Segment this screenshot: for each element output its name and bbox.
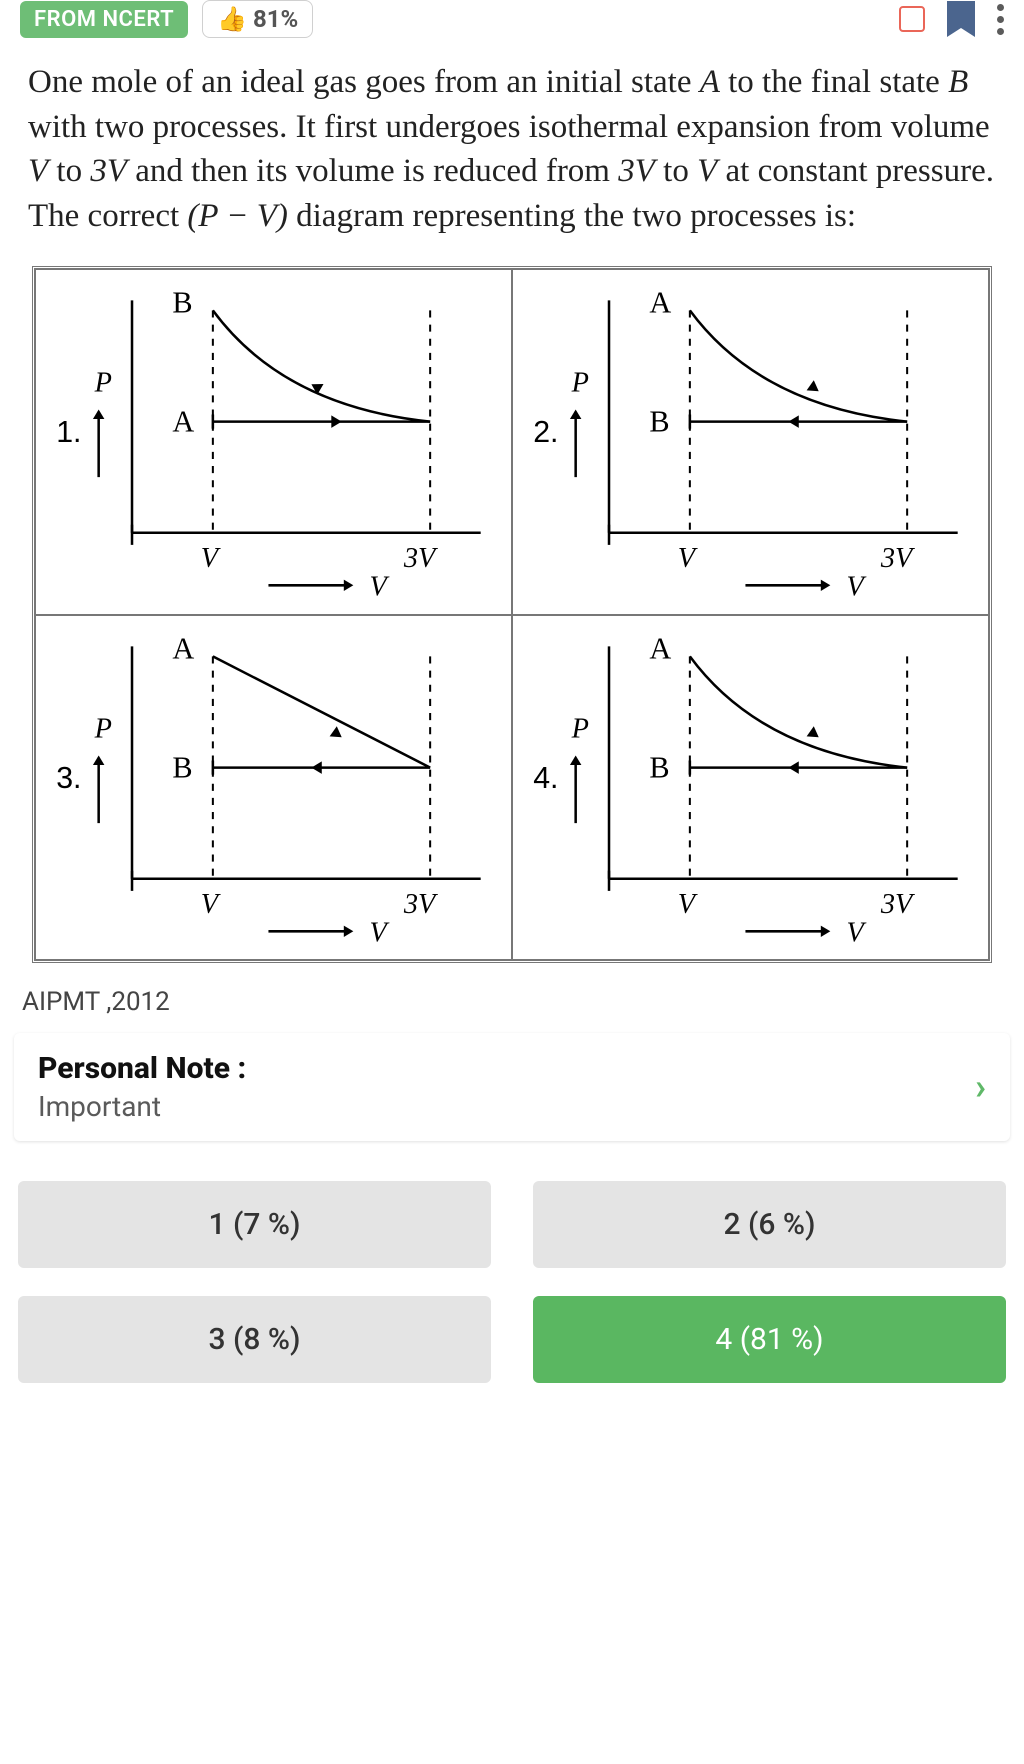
svg-text:B: B xyxy=(649,750,669,784)
svg-text:V: V xyxy=(678,889,698,920)
close-icon[interactable] xyxy=(899,6,925,32)
diagram-3[interactable]: 3. P V V 3V A B xyxy=(35,615,512,961)
like-pill[interactable]: 👍 81% xyxy=(202,0,313,38)
svg-text:V: V xyxy=(201,543,221,574)
answer-option-2[interactable]: 2 (6 %) xyxy=(533,1181,1006,1268)
diagram-4[interactable]: 4. P V V 3V A B xyxy=(512,615,989,961)
svg-text:P: P xyxy=(571,367,589,398)
svg-text:P: P xyxy=(94,713,112,744)
svg-text:V: V xyxy=(370,572,390,603)
svg-text:P: P xyxy=(94,367,112,398)
thumbs-up-icon: 👍 xyxy=(217,5,247,33)
svg-text:V: V xyxy=(847,572,867,603)
svg-text:3V: 3V xyxy=(880,889,915,920)
diagram-grid: 1. P V V 3V B A 2. P V V 3V A B 3. P V V 3V A B 4. P V V 3V A B xyxy=(32,266,992,963)
svg-text:4.: 4. xyxy=(533,762,558,795)
like-percent: 81% xyxy=(253,5,298,33)
bookmark-icon[interactable] xyxy=(947,1,975,37)
diagram-2[interactable]: 2. P V V 3V A B xyxy=(512,269,989,615)
svg-text:A: A xyxy=(649,631,671,665)
header-bar: FROM NCERT 👍 81% xyxy=(0,0,1024,46)
answer-option-4[interactable]: 4 (81 %) xyxy=(533,1296,1006,1383)
personal-note-card[interactable]: Personal Note : Important › xyxy=(14,1033,1010,1141)
ncert-badge: FROM NCERT xyxy=(20,1,188,38)
svg-text:B: B xyxy=(649,405,669,439)
svg-text:3V: 3V xyxy=(403,889,438,920)
svg-text:A: A xyxy=(649,286,671,320)
personal-note-text: Important xyxy=(38,1090,246,1123)
svg-text:V: V xyxy=(201,889,221,920)
svg-text:V: V xyxy=(847,917,867,948)
exam-tag: AIPMT ,2012 xyxy=(0,963,1024,1027)
svg-text:2.: 2. xyxy=(533,416,558,449)
question-text: One mole of an ideal gas goes from an in… xyxy=(0,46,1024,258)
svg-text:3V: 3V xyxy=(403,543,438,574)
svg-text:P: P xyxy=(571,713,589,744)
answer-option-3[interactable]: 3 (8 %) xyxy=(18,1296,491,1383)
more-menu-icon[interactable] xyxy=(997,4,1004,35)
answer-grid: 1 (7 %) 2 (6 %) 3 (8 %) 4 (81 %) xyxy=(0,1141,1024,1411)
answer-option-1[interactable]: 1 (7 %) xyxy=(18,1181,491,1268)
chevron-right-icon: › xyxy=(975,1066,986,1108)
svg-text:V: V xyxy=(678,543,698,574)
svg-text:3.: 3. xyxy=(56,762,81,795)
svg-text:1.: 1. xyxy=(56,416,81,449)
svg-text:B: B xyxy=(172,750,192,784)
svg-text:B: B xyxy=(172,286,192,320)
svg-text:A: A xyxy=(172,631,194,665)
svg-text:A: A xyxy=(172,405,194,439)
header-right xyxy=(899,1,1004,37)
svg-text:3V: 3V xyxy=(880,543,915,574)
personal-note-title: Personal Note : xyxy=(38,1051,246,1086)
diagram-1[interactable]: 1. P V V 3V B A xyxy=(35,269,512,615)
svg-text:V: V xyxy=(370,917,390,948)
